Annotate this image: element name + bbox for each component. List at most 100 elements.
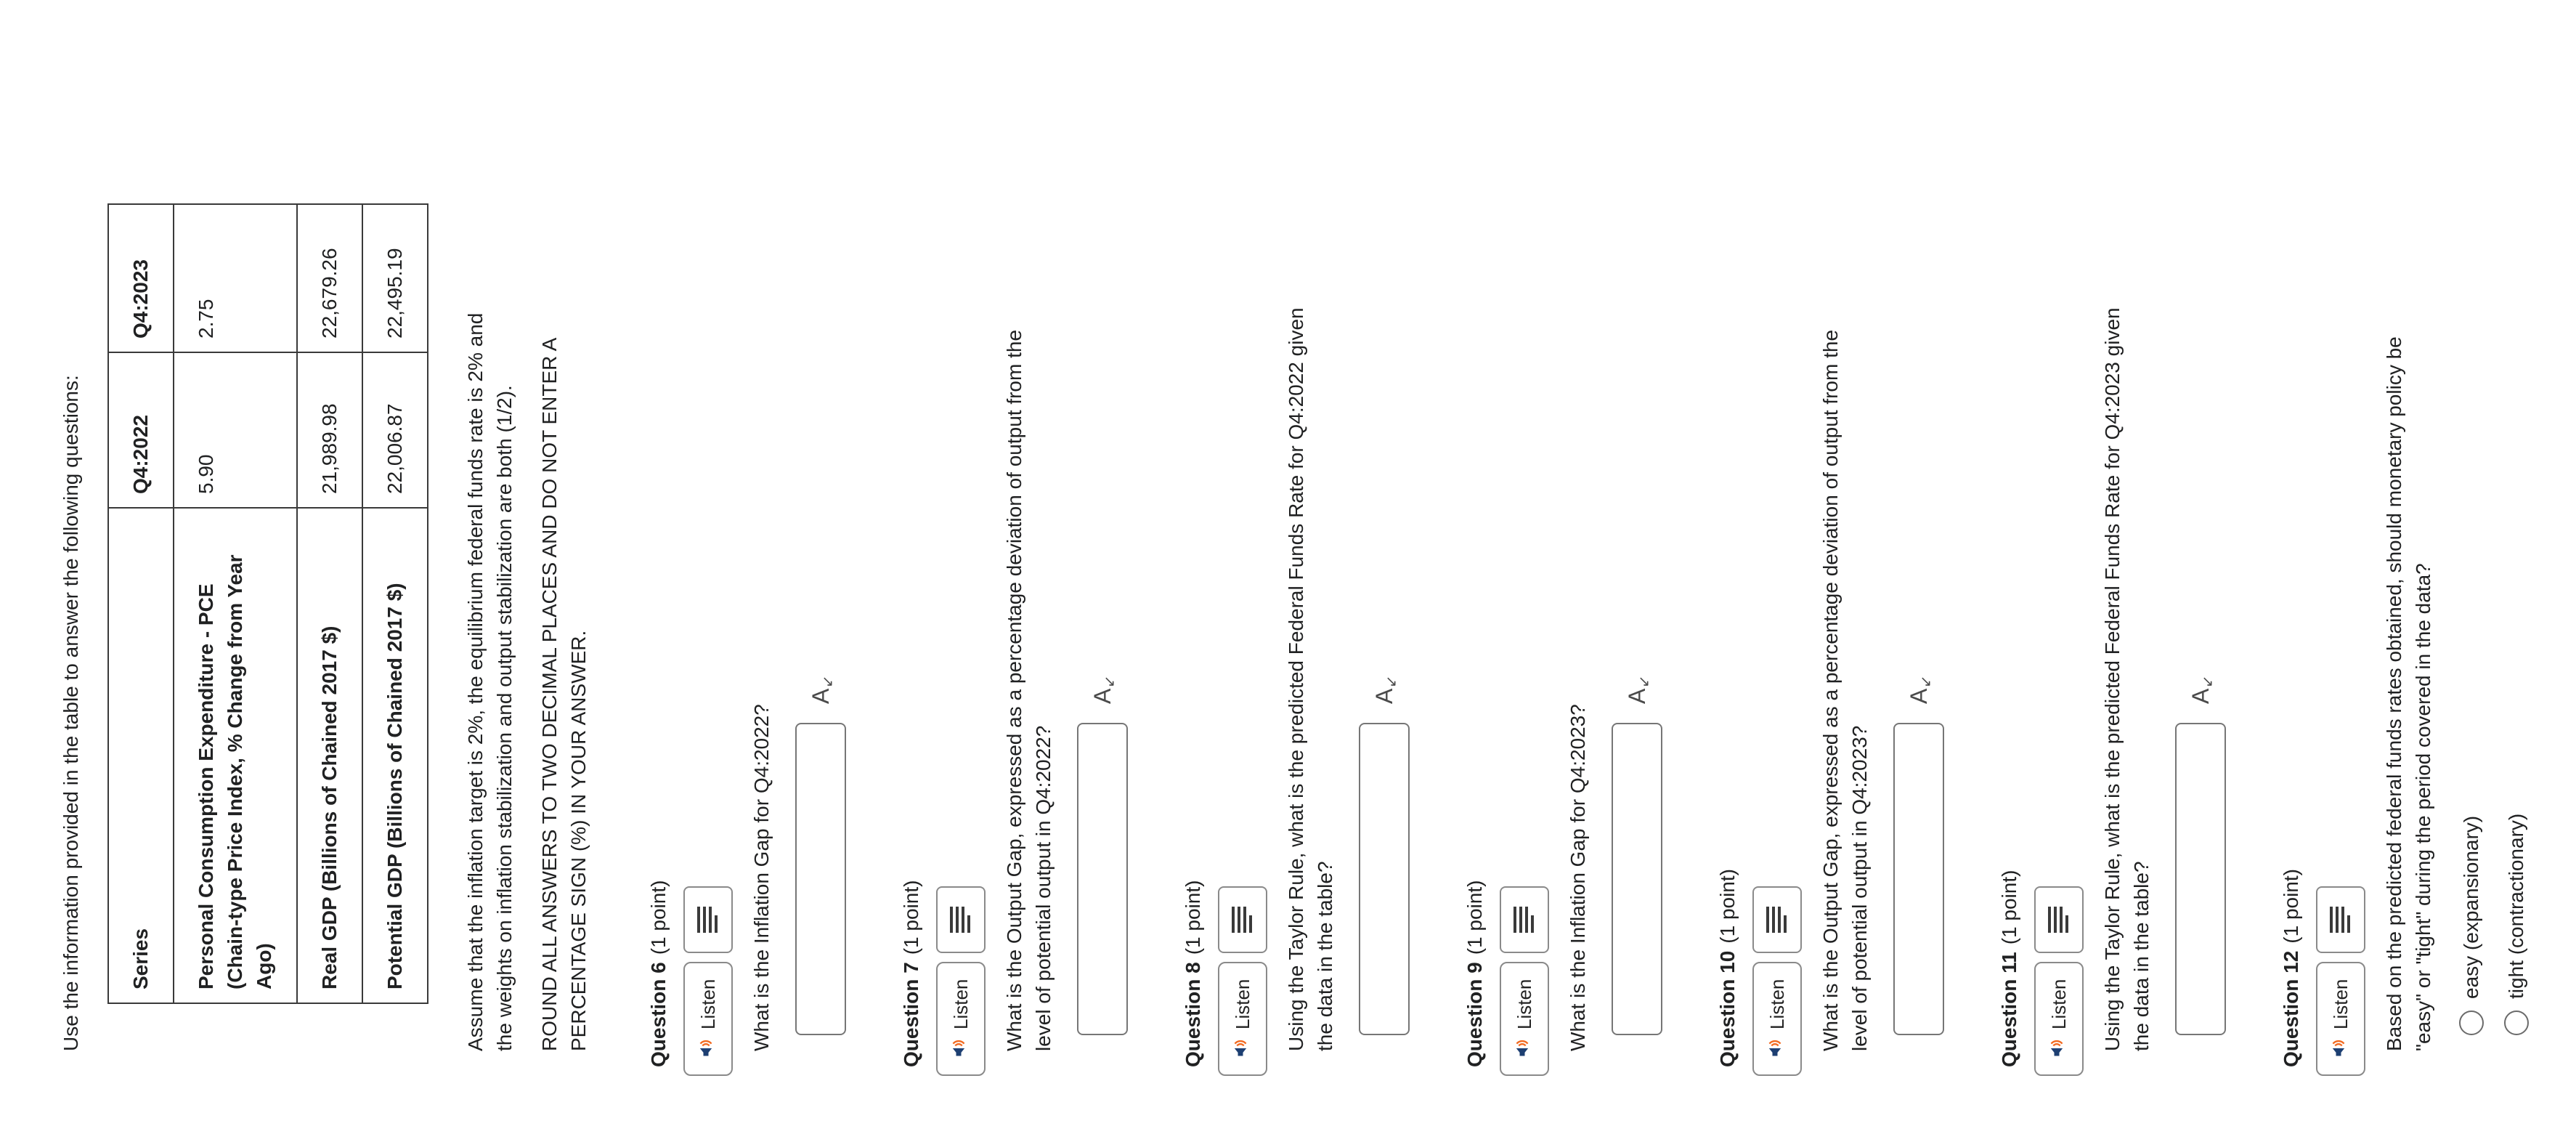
- question-number: Question 8: [1182, 962, 1204, 1067]
- question-number: Question 11: [1998, 952, 2020, 1067]
- table-row: Potential GDP (Billions of Chained 2017 …: [362, 204, 428, 1003]
- listen-button-label: Listen: [2047, 979, 2070, 1029]
- assumptions-text: Assume that the inflation target is 2%, …: [464, 312, 516, 1051]
- readspeaker-toolbar: Listen: [2034, 22, 2084, 1076]
- question-title: Question 8 (1 point): [1179, 22, 1208, 1067]
- answer-input[interactable]: [1359, 723, 1410, 1035]
- question-number: Question 9: [1463, 962, 1486, 1067]
- question-points: (1 point): [900, 880, 922, 955]
- speaker-icon: [948, 1038, 974, 1058]
- question-points: (1 point): [1463, 880, 1486, 955]
- question-points: (1 point): [2280, 869, 2302, 944]
- listen-button[interactable]: Listen: [2316, 961, 2365, 1076]
- arrow-icon: ↙: [818, 675, 836, 688]
- docreader-button[interactable]: [2034, 886, 2084, 953]
- listen-button-label: Listen: [1513, 979, 1535, 1029]
- listen-button-label: Listen: [1766, 979, 1788, 1029]
- text-answer-icon: A ↙: [1371, 675, 1399, 704]
- radio-option-easy[interactable]: easy (expansionary): [2457, 22, 2486, 1035]
- listen-button-label: Listen: [949, 979, 972, 1029]
- docreader-button[interactable]: [1500, 886, 1549, 953]
- value-q4-2023: 22,679.26: [297, 204, 362, 352]
- arrow-icon: ↙: [1917, 675, 1934, 688]
- radio-button[interactable]: [2459, 1011, 2484, 1035]
- text-answer-icon: A ↙: [1906, 675, 1934, 704]
- answer-input[interactable]: [1077, 723, 1128, 1035]
- listen-button-label: Listen: [2329, 979, 2352, 1029]
- question-points: (1 point): [647, 880, 670, 955]
- table-header-q4-2023: Q4:2023: [108, 204, 174, 352]
- question-text: What is the Output Gap, expressed as a p…: [1003, 329, 1055, 1051]
- radio-option-tight[interactable]: tight (contractionary): [2502, 22, 2531, 1035]
- text-answer-icon: A ↙: [2187, 675, 2216, 704]
- arrow-icon: ↙: [2198, 675, 2216, 688]
- listen-button[interactable]: Listen: [936, 961, 986, 1076]
- readspeaker-toolbar: Listen: [1500, 22, 1549, 1076]
- docreader-button[interactable]: [2316, 886, 2365, 953]
- question-text: What is the Inflation Gap for Q4:2022?: [750, 704, 773, 1051]
- question-block-9: Question 9 (1 point) Listen What is the I…: [1460, 22, 1662, 1076]
- speaker-icon: [696, 1038, 721, 1058]
- intro-text: Use the information provided in the tabl…: [60, 375, 82, 1051]
- question-text: What is the Output Gap, expressed as a p…: [1819, 329, 1871, 1051]
- question-points: (1 point): [1182, 880, 1204, 955]
- question-text: What is the Inflation Gap for Q4:2023?: [1567, 704, 1589, 1051]
- readspeaker-toolbar: Listen: [2316, 22, 2365, 1076]
- value-q4-2022: 5.90: [174, 352, 297, 508]
- radio-group: easy (expansionary) tight (contractionar…: [2457, 22, 2531, 1035]
- radio-option-label: tight (contractionary): [2505, 813, 2527, 999]
- docreader-button[interactable]: [936, 886, 986, 953]
- text-answer-icon: A ↙: [1089, 675, 1118, 704]
- radio-option-label: easy (expansionary): [2460, 815, 2482, 999]
- answer-row: A ↙: [1893, 22, 1944, 1035]
- listen-button[interactable]: Listen: [683, 961, 733, 1076]
- arrow-icon: ↙: [1382, 675, 1399, 688]
- data-table: Series Q4:2022 Q4:2023 Personal Consumpt…: [107, 203, 428, 1004]
- question-title: Question 12 (1 point): [2277, 22, 2306, 1067]
- listen-button[interactable]: Listen: [2034, 961, 2084, 1076]
- text-lines-icon: [2047, 906, 2071, 933]
- listen-button-label: Listen: [1231, 979, 1254, 1029]
- readspeaker-toolbar: Listen: [1752, 22, 1802, 1076]
- question-number: Question 12: [2280, 950, 2302, 1067]
- question-title: Question 6 (1 point): [644, 22, 673, 1067]
- question-block-12: Question 12 (1 point) Listen Based on the…: [2277, 22, 2531, 1076]
- value-q4-2022: 22,006.87: [362, 352, 428, 508]
- readspeaker-toolbar: Listen: [1218, 22, 1267, 1076]
- answer-row: A ↙: [1359, 22, 1410, 1035]
- answer-row: A ↙: [1612, 22, 1662, 1035]
- readspeaker-toolbar: Listen: [683, 22, 733, 1076]
- speaker-icon: [1765, 1038, 1790, 1058]
- speaker-icon: [2047, 1038, 2072, 1058]
- answer-input[interactable]: [1893, 723, 1944, 1035]
- arrow-icon: ↙: [1100, 675, 1118, 688]
- question-points: (1 point): [1716, 869, 1739, 944]
- series-label: Personal Consumption Expenditure - PCE (…: [174, 508, 297, 1003]
- table-header-series: Series: [108, 508, 174, 1003]
- readspeaker-toolbar: Listen: [936, 22, 986, 1076]
- listen-button[interactable]: Listen: [1500, 961, 1549, 1076]
- answer-input[interactable]: [1612, 723, 1662, 1035]
- text-lines-icon: [2329, 906, 2353, 933]
- answer-input[interactable]: [2175, 723, 2226, 1035]
- question-title: Question 9 (1 point): [1460, 22, 1490, 1067]
- question-title: Question 7 (1 point): [897, 22, 926, 1067]
- radio-button[interactable]: [2504, 1011, 2529, 1035]
- question-text: Based on the predicted federal funds rat…: [2383, 336, 2434, 1051]
- value-q4-2023: 22,495.19: [362, 204, 428, 352]
- docreader-button[interactable]: [683, 886, 733, 953]
- series-label: Real GDP (Billions of Chained 2017 $): [297, 508, 362, 1003]
- docreader-button[interactable]: [1752, 886, 1802, 953]
- table-header-q4-2022: Q4:2022: [108, 352, 174, 508]
- docreader-button[interactable]: [1218, 886, 1267, 953]
- listen-button[interactable]: Listen: [1752, 961, 1802, 1076]
- listen-button[interactable]: Listen: [1218, 961, 1267, 1076]
- answer-row: A ↙: [2175, 22, 2226, 1035]
- text-answer-icon: A ↙: [1624, 675, 1652, 704]
- question-number: Question 6: [647, 962, 670, 1067]
- question-text: Using the Taylor Rule, what is the predi…: [2101, 307, 2153, 1051]
- answer-input[interactable]: [795, 723, 846, 1035]
- speaker-icon: [1230, 1038, 1256, 1058]
- value-q4-2022: 21,989.98: [297, 352, 362, 508]
